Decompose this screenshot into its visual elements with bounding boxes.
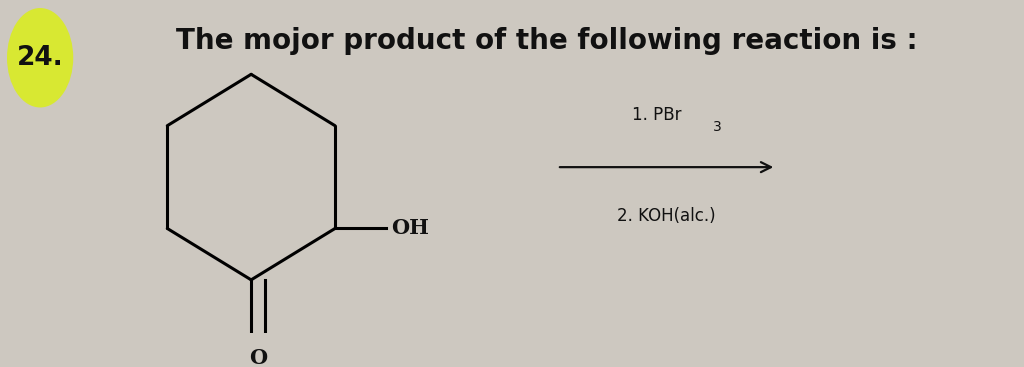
Text: 2. KOH(alc.): 2. KOH(alc.) bbox=[617, 207, 716, 225]
Text: OH: OH bbox=[391, 218, 429, 239]
Text: 3: 3 bbox=[713, 120, 721, 134]
Text: 1. PBr: 1. PBr bbox=[632, 106, 681, 124]
Text: The mojor product of the following reaction is :: The mojor product of the following react… bbox=[176, 27, 918, 55]
Text: 24.: 24. bbox=[16, 45, 63, 71]
Text: O: O bbox=[249, 348, 267, 367]
Ellipse shape bbox=[7, 8, 74, 108]
